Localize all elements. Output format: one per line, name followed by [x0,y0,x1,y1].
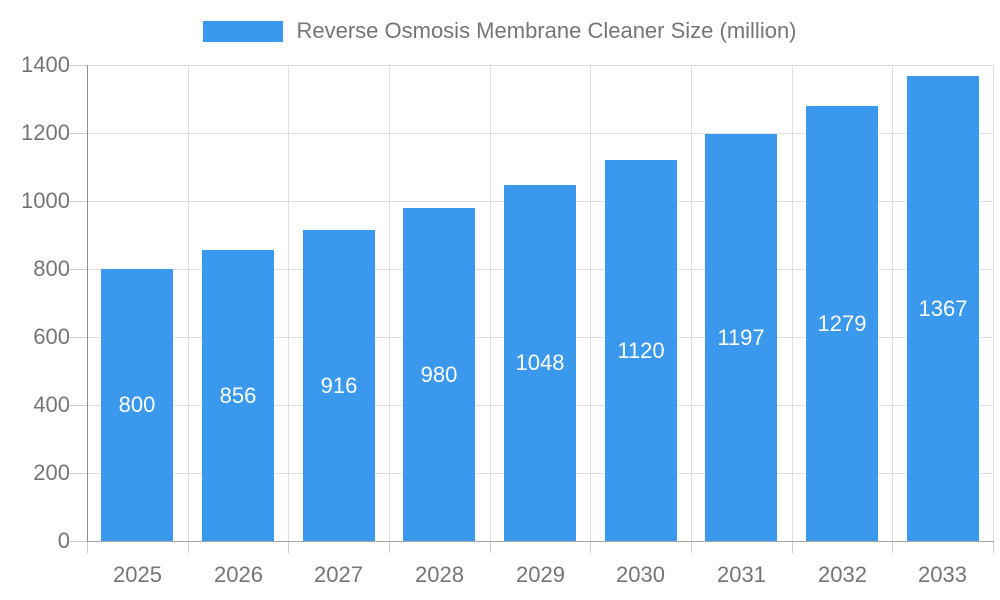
v-gridline [188,65,189,541]
v-gridline [792,65,793,541]
x-axis-label-2029: 2029 [516,562,565,587]
v-gridline [892,65,893,541]
v-gridline [389,65,390,541]
y-axis-tick [70,405,87,406]
h-gridline [88,133,993,134]
bar-2031: 1197 [705,134,777,541]
y-axis-tick-label: 200 [33,460,70,485]
y-axis-tick [70,65,87,66]
x-axis-tick [490,542,491,553]
x-axis-label-2033: 2033 [918,562,967,587]
x-axis-tick [792,542,793,553]
bar-2032: 1279 [806,106,878,541]
v-gridline [590,65,591,541]
x-axis-tick [87,542,88,553]
bar-2025: 800 [101,269,173,541]
bar-value-label: 856 [219,382,257,408]
bar-value-label: 1120 [617,337,665,363]
x-axis-label-2030: 2030 [616,562,665,587]
y-axis-tick-label: 1400 [21,52,70,77]
h-gridline [88,65,993,66]
y-axis-tick [70,541,87,542]
y-axis-line [87,65,88,542]
bar-value-label: 1048 [515,350,565,375]
bar-value-label: 916 [320,372,358,398]
legend-label: Reverse Osmosis Membrane Cleaner Size (m… [296,18,797,43]
x-axis-label-2032: 2032 [818,562,867,587]
y-axis-tick [70,133,87,134]
x-axis-label-2025: 2025 [113,562,162,587]
v-gridline [993,65,994,541]
x-axis-tick [892,542,893,553]
x-axis-tick [389,542,390,553]
v-gridline [490,65,491,541]
v-gridline [288,65,289,541]
v-gridline [691,65,692,541]
x-axis-label-2028: 2028 [415,562,464,587]
x-axis-label-2027: 2027 [314,562,363,587]
x-axis-tick [288,542,289,553]
y-axis-tick [70,337,87,338]
bar-2028: 980 [403,208,475,541]
y-axis-tick-label: 600 [33,324,70,349]
bar-2029: 1048 [504,185,576,541]
bar-2033: 1367 [907,76,979,541]
x-axis-label-2031: 2031 [717,562,766,587]
legend-swatch [203,20,284,42]
y-axis-tick-label: 1200 [21,120,70,145]
bar-2026: 856 [202,250,274,541]
bar-value-label: 800 [118,392,156,417]
y-axis-tick [70,269,87,270]
y-axis-tick [70,201,87,202]
chart-legend[interactable]: Reverse Osmosis Membrane Cleaner Size (m… [0,17,1000,45]
y-axis-tick-label: 1000 [21,188,70,213]
bar-value-label: 1197 [717,324,765,350]
bar-value-label: 1367 [918,295,968,321]
x-axis-tick [993,542,994,553]
x-axis-label-2026: 2026 [214,562,263,587]
x-axis-tick [590,542,591,553]
y-axis-tick [70,473,87,474]
y-axis-tick-label: 0 [57,528,70,553]
y-axis-tick-label: 400 [33,392,70,417]
x-axis-tick [691,542,692,553]
y-axis-tick-label: 800 [33,256,70,281]
bar-2030: 1120 [605,160,677,541]
x-axis-line [87,541,994,542]
x-axis-tick [188,542,189,553]
bar-value-label: 980 [420,361,458,387]
bar-value-label: 1279 [817,310,867,336]
bar-2027: 916 [303,230,375,541]
